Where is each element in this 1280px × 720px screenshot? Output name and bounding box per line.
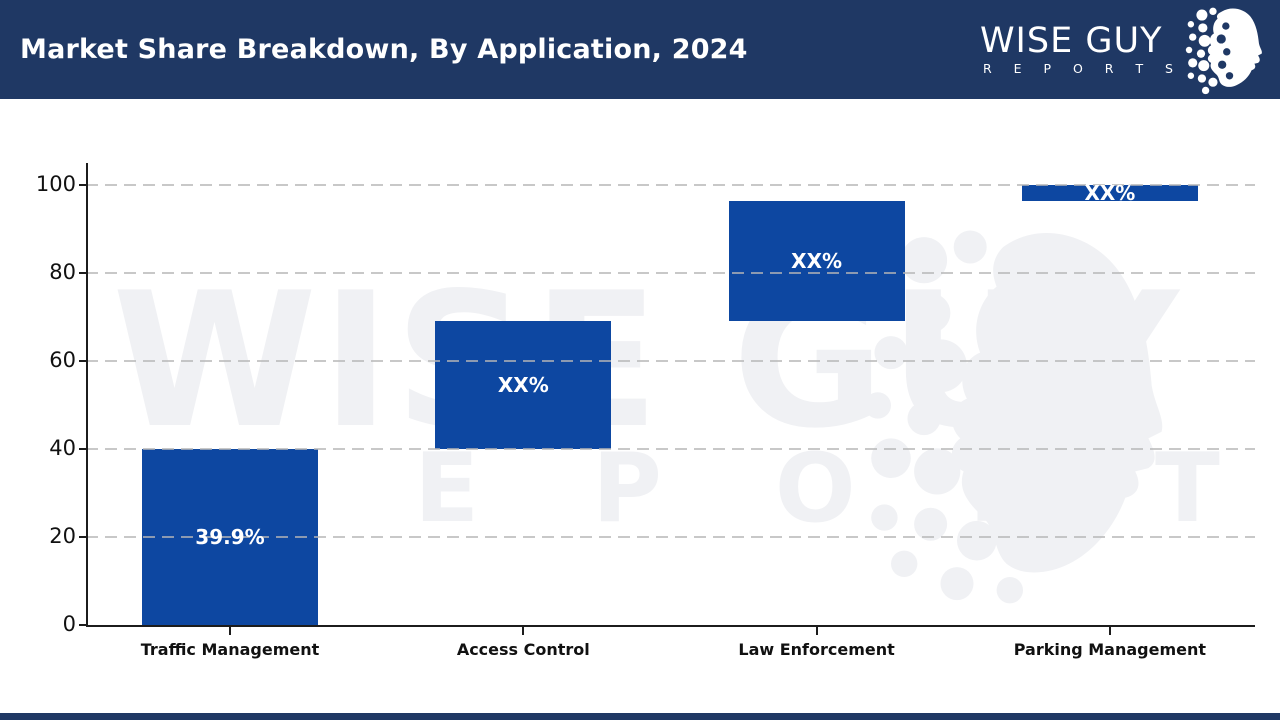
y-axis-line [86, 163, 88, 627]
brand-subtitle: R E P O R T S [982, 60, 1182, 76]
brand-name: WISE GUY [979, 20, 1163, 61]
y-tick-20 [79, 536, 86, 538]
x-tick-parking-management [1108, 627, 1111, 635]
gridline-80 [86, 272, 1255, 274]
x-category-parking-management: Parking Management [1013, 640, 1207, 659]
y-tick-60 [79, 360, 86, 362]
x-tick-law-enforcement [815, 627, 818, 635]
y-tick-label-40: 40 [49, 436, 76, 460]
bar-parking-management [1021, 185, 1198, 201]
gridline-60 [86, 360, 1255, 362]
x-category-traffic-management: Traffic Management [140, 640, 320, 659]
x-category-law-enforcement: Law Enforcement [738, 640, 895, 659]
header-bar: Market Share Breakdown, By Application, … [0, 0, 1280, 99]
gridline-100 [86, 184, 1255, 186]
bar-value-law-enforcement: XX% [791, 249, 843, 274]
y-tick-80 [79, 272, 86, 274]
x-axis-line [86, 625, 1255, 627]
bar-value-parking-management: XX% [1084, 180, 1136, 205]
y-tick-label-0: 0 [62, 612, 76, 636]
gridline-20 [86, 536, 1255, 538]
gridline-40 [86, 448, 1255, 450]
y-tick-label-60: 60 [49, 348, 76, 372]
y-tick-0 [79, 624, 86, 626]
x-category-access-control: Access Control [456, 640, 590, 659]
bar-value-traffic-management: 39.9% [195, 525, 265, 550]
chart-title: Market Share Breakdown, By Application, … [20, 34, 748, 65]
brand-head-icon [1185, 7, 1262, 94]
y-tick-100 [79, 184, 86, 186]
bar-access-control [435, 321, 612, 450]
y-tick-label-20: 20 [49, 524, 76, 548]
x-tick-traffic-management [229, 627, 231, 635]
y-tick-label-80: 80 [49, 260, 76, 284]
y-tick-40 [79, 448, 86, 450]
brand-logo-text: WISE GUY R E P O R T S [979, 20, 1182, 76]
bar-value-access-control: XX% [497, 373, 549, 398]
footer-accent-strip [0, 713, 1280, 720]
bar-law-enforcement [728, 200, 905, 322]
x-tick-access-control [522, 627, 525, 635]
brand-logo: WISE GUY R E P O R T S [980, 4, 1280, 96]
y-tick-label-100: 100 [35, 172, 76, 196]
